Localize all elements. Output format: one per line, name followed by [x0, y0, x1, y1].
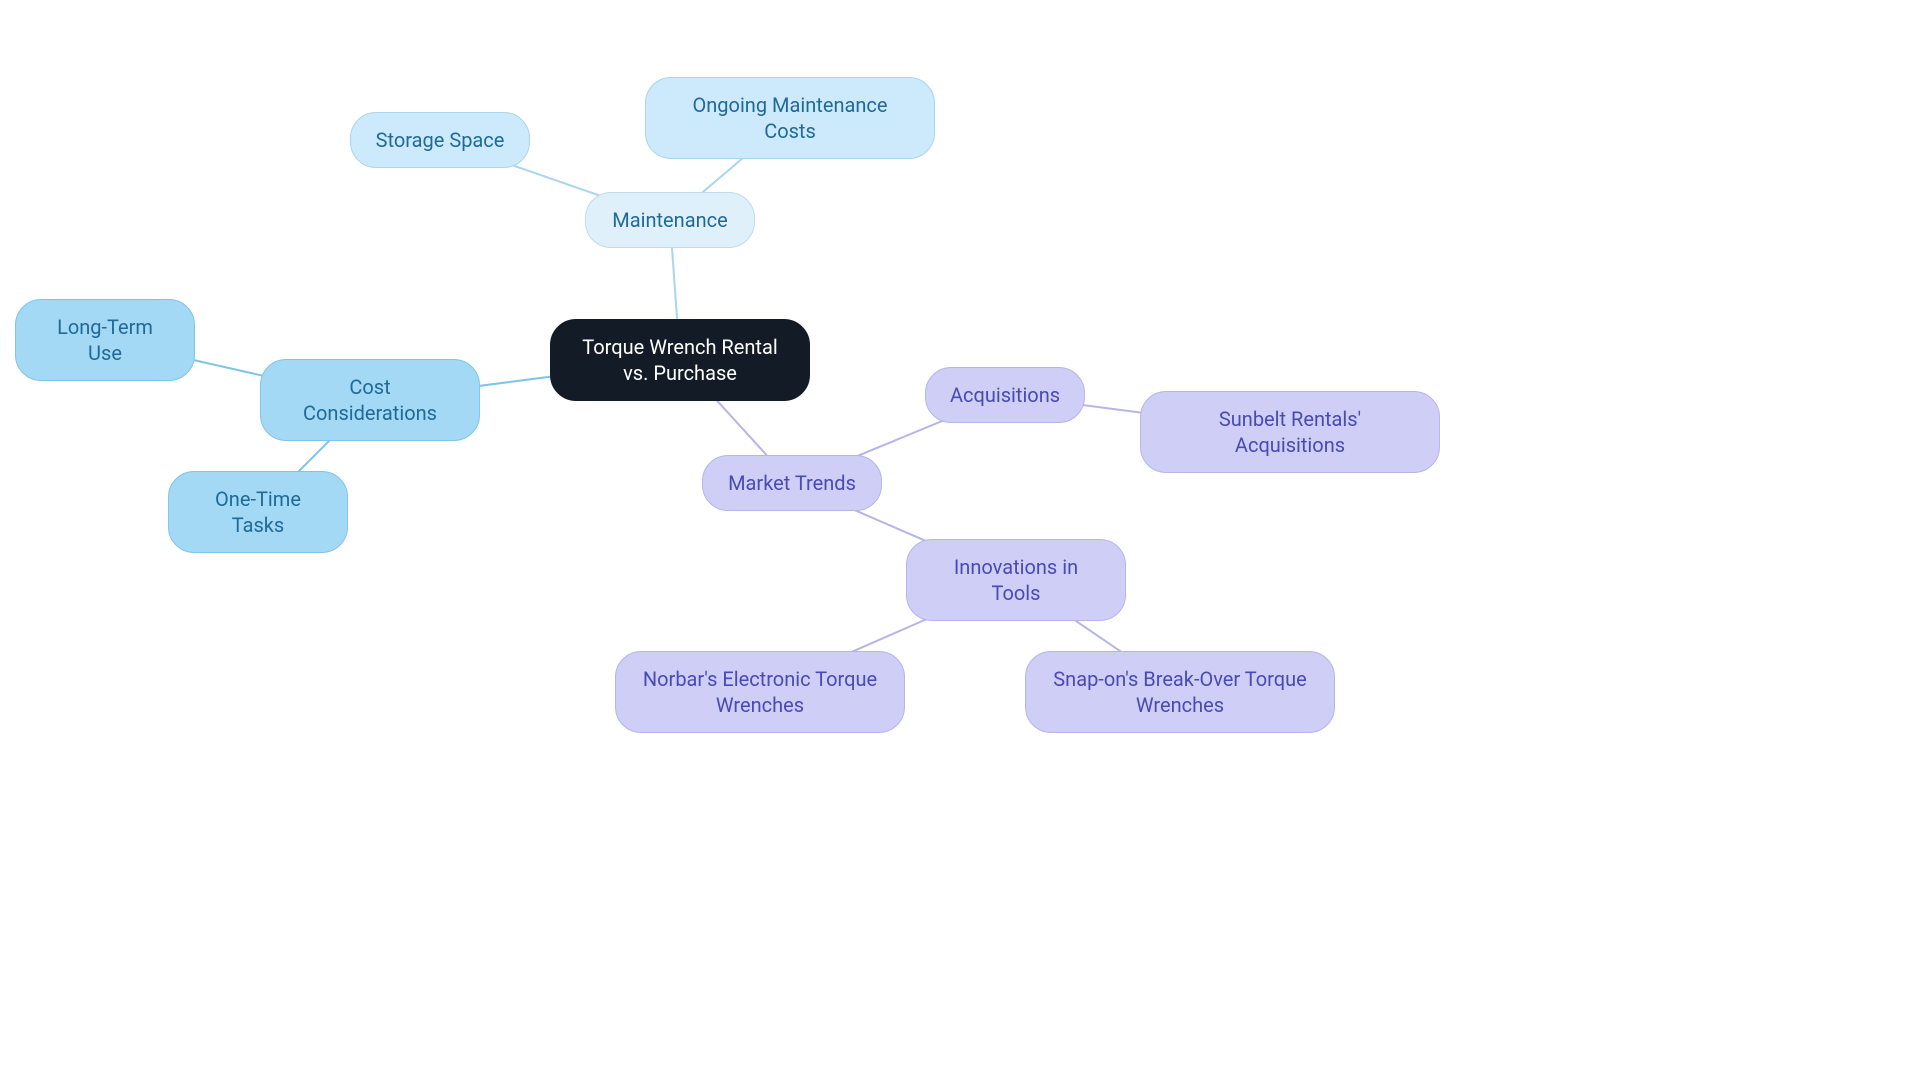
node-label-innov: Innovations in Tools [931, 554, 1101, 606]
node-label-acq: Acquisitions [950, 382, 1060, 408]
node-norbar: Norbar's Electronic Torque Wrenches [615, 651, 905, 733]
node-label-storage: Storage Space [376, 127, 505, 153]
node-label-longterm: Long-Term Use [40, 314, 170, 366]
node-root: Torque Wrench Rental vs. Purchase [550, 319, 810, 401]
node-longterm: Long-Term Use [15, 299, 195, 381]
node-cost: Cost Considerations [260, 359, 480, 441]
node-market: Market Trends [702, 455, 882, 511]
node-label-norbar: Norbar's Electronic Torque Wrenches [640, 666, 880, 718]
node-onetime: One-Time Tasks [168, 471, 348, 553]
node-innov: Innovations in Tools [906, 539, 1126, 621]
node-ongoing: Ongoing Maintenance Costs [645, 77, 935, 159]
node-label-root: Torque Wrench Rental vs. Purchase [575, 334, 785, 386]
node-label-maintenance: Maintenance [612, 207, 727, 233]
node-label-onetime: One-Time Tasks [193, 486, 323, 538]
node-sunbelt: Sunbelt Rentals' Acquisitions [1140, 391, 1440, 473]
node-label-ongoing: Ongoing Maintenance Costs [670, 92, 910, 144]
node-storage: Storage Space [350, 112, 530, 168]
node-snapon: Snap-on's Break-Over Torque Wrenches [1025, 651, 1335, 733]
node-label-market: Market Trends [728, 470, 856, 496]
node-maintenance: Maintenance [585, 192, 755, 248]
node-label-cost: Cost Considerations [285, 374, 455, 426]
node-label-sunbelt: Sunbelt Rentals' Acquisitions [1165, 406, 1415, 458]
node-acq: Acquisitions [925, 367, 1085, 423]
node-label-snapon: Snap-on's Break-Over Torque Wrenches [1050, 666, 1310, 718]
